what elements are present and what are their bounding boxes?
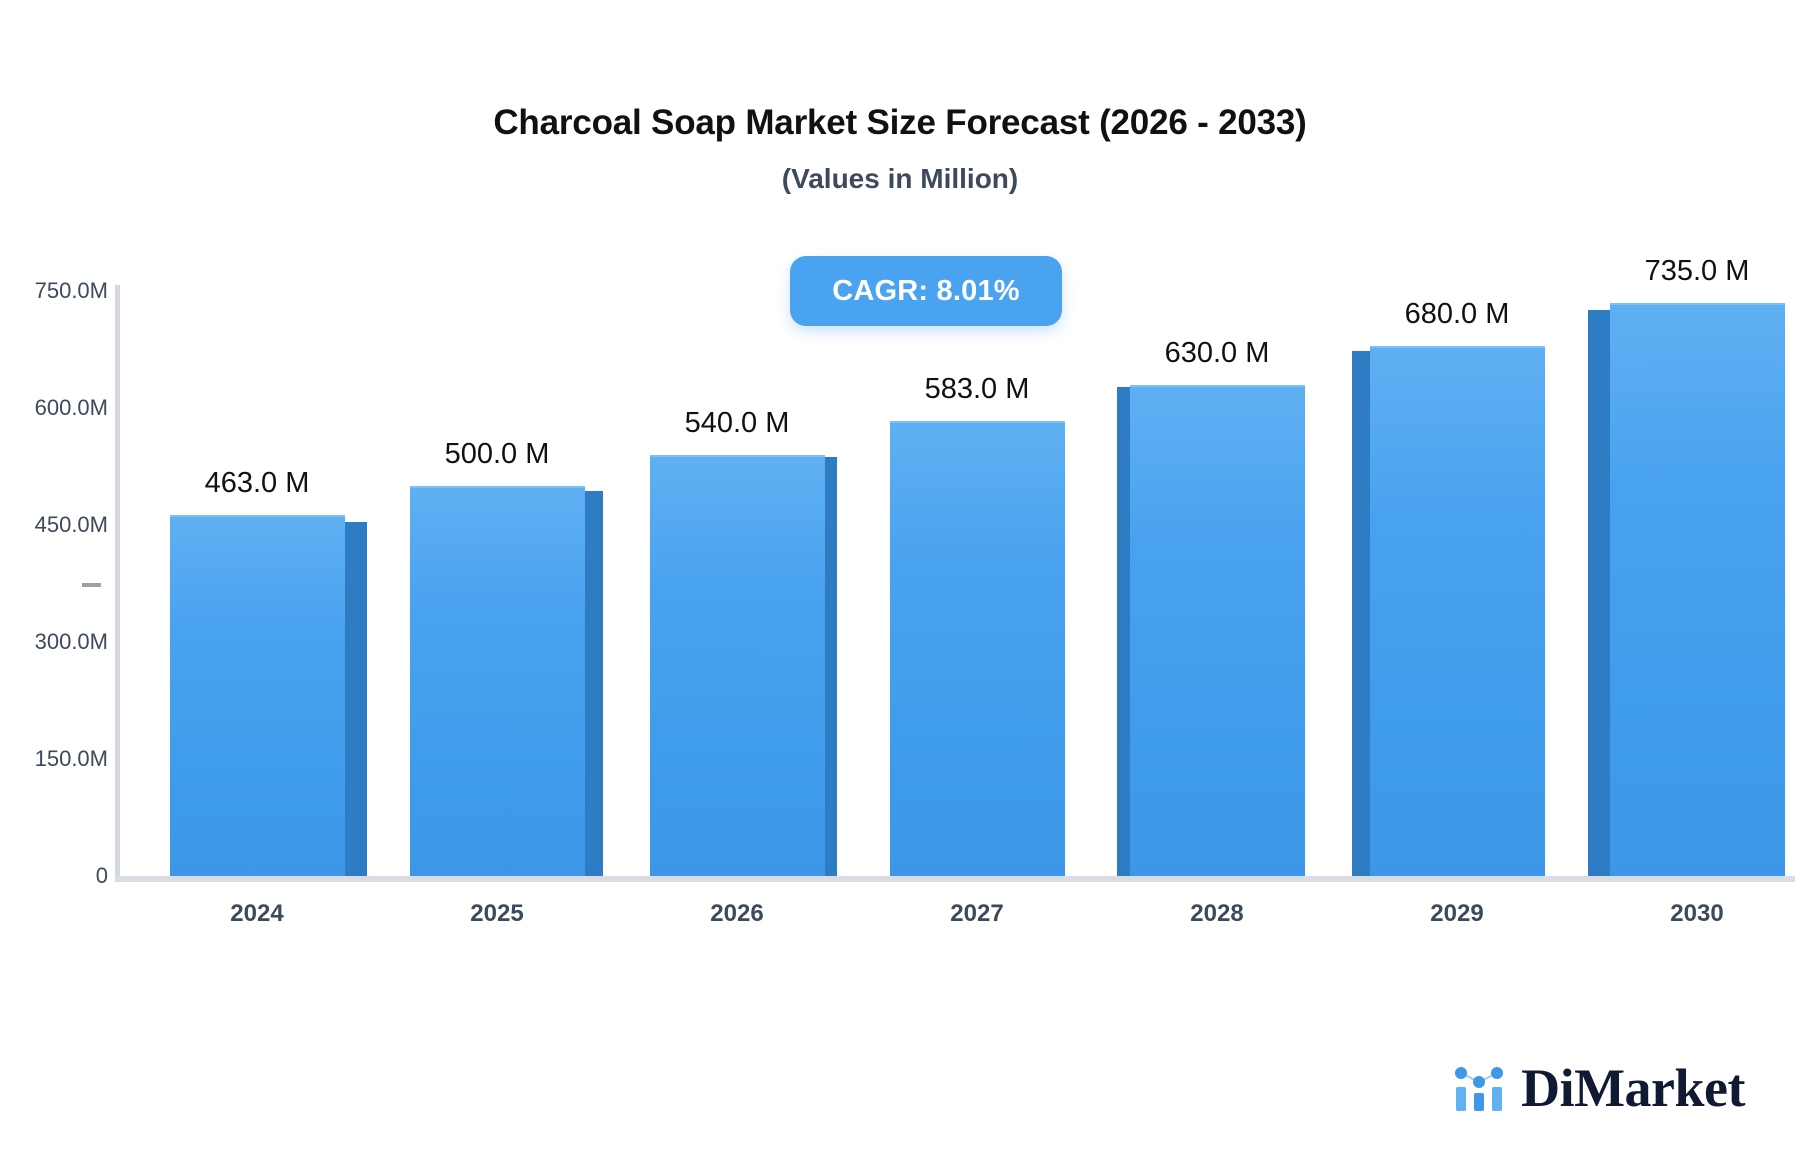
bar[interactable]: 735.0 M bbox=[1587, 255, 1785, 876]
bar-front-face bbox=[409, 486, 585, 876]
bar-side-face bbox=[1587, 310, 1610, 876]
bar[interactable]: 540.0 M bbox=[649, 407, 837, 876]
y-axis-line bbox=[115, 285, 120, 878]
bar[interactable]: 583.0 M bbox=[889, 373, 1065, 876]
bar-side-face bbox=[584, 491, 603, 876]
x-axis-tick-label: 2028 bbox=[1190, 900, 1244, 927]
x-axis-tick-label: 2027 bbox=[950, 900, 1004, 927]
bar-value-label: 500.0 M bbox=[444, 438, 550, 470]
bar[interactable]: 463.0 M bbox=[169, 467, 367, 876]
y-axis-tick: 0 bbox=[0, 863, 108, 889]
bar-value-label: 583.0 M bbox=[924, 373, 1030, 406]
y-axis-tick: 750.0M bbox=[0, 278, 108, 304]
x-axis-tick-label: 2029 bbox=[1430, 900, 1484, 927]
y-axis-tick-label: 450.0M bbox=[34, 512, 108, 537]
bar-front-face bbox=[649, 454, 825, 876]
logo-wordmark: DiMarket bbox=[1521, 1058, 1745, 1118]
x-axis-tick-label: 2024 bbox=[230, 900, 284, 927]
x-axis-tick-label: 2026 bbox=[710, 900, 764, 927]
y-axis-tick-label: 750.0M bbox=[34, 278, 108, 303]
bar-chart-logo-icon bbox=[1455, 1067, 1504, 1111]
bar[interactable]: 680.0 M bbox=[1351, 298, 1545, 876]
y-axis-tick: 300.0M bbox=[0, 629, 108, 655]
bar-value-label: 540.0 M bbox=[684, 406, 790, 439]
bar-value-label: 680.0 M bbox=[1404, 297, 1510, 330]
y-axis-tick-label: 600.0M bbox=[34, 395, 108, 420]
cagr-badge-label: CAGR: 8.01% bbox=[832, 274, 1020, 307]
plot-area: 463.0 M 500.0 M 540.0 M 583.0 M 630.0 M 680.0… bbox=[115, 255, 1795, 882]
x-axis-tick-label: 2025 bbox=[470, 900, 524, 927]
y-axis-tick: 600.0M bbox=[0, 395, 108, 421]
dimarket-logo: DiMarket bbox=[1451, 1060, 1745, 1116]
y-axis-tick-labels: 0 150.0M 300.0M 450.0M 600.0M 750.0M bbox=[0, 278, 108, 888]
bar-side-face bbox=[1117, 387, 1130, 876]
y-axis-tick: 150.0M bbox=[0, 746, 108, 772]
y-axis-tick-label: 150.0M bbox=[34, 746, 108, 771]
cagr-badge: CAGR: 8.01% bbox=[790, 256, 1062, 326]
bar-value-label: 630.0 M bbox=[1164, 336, 1270, 369]
y-axis-tick-label: 0 bbox=[95, 863, 108, 888]
bar-value-label: 735.0 M bbox=[1644, 254, 1750, 287]
bar-side-face bbox=[824, 457, 837, 876]
bar-side-face bbox=[344, 522, 367, 876]
x-axis-tick-label: 2030 bbox=[1670, 900, 1724, 927]
bar-front-face bbox=[1609, 302, 1785, 876]
chart-title: Charcoal Soap Market Size Forecast (2026… bbox=[493, 103, 1307, 142]
y-axis-zero-tick-mark bbox=[82, 583, 101, 587]
bar[interactable]: 630.0 M bbox=[1117, 337, 1305, 876]
y-axis-tick: 450.0M bbox=[0, 512, 108, 538]
bar-front-face bbox=[889, 421, 1065, 876]
bar-front-face bbox=[169, 514, 345, 876]
x-axis-line bbox=[115, 876, 1795, 882]
y-axis-tick-label: 300.0M bbox=[34, 629, 108, 654]
bar-value-label: 463.0 M bbox=[204, 466, 310, 499]
chart-subtitle: (Values in Million) bbox=[781, 163, 1019, 194]
bar-side-face bbox=[1351, 350, 1370, 876]
bar-front-face bbox=[1129, 384, 1305, 876]
bar-front-face bbox=[1369, 345, 1545, 876]
bar[interactable]: 500.0 M bbox=[409, 438, 603, 876]
